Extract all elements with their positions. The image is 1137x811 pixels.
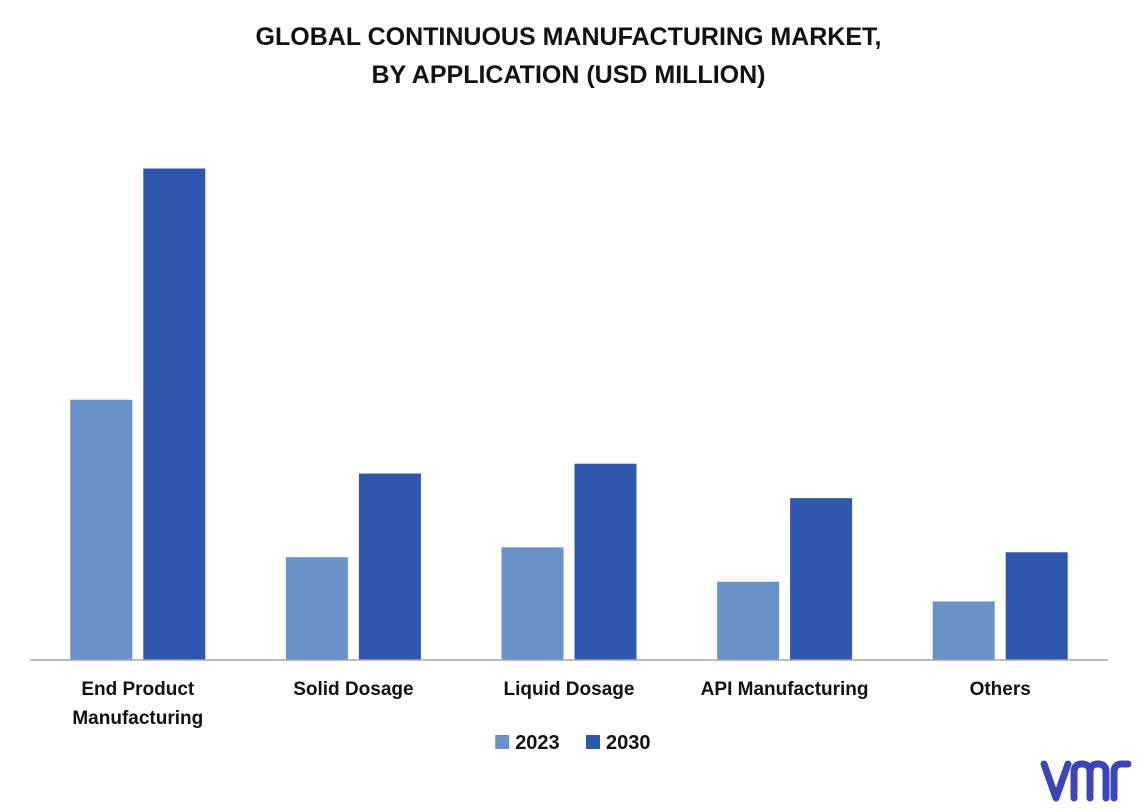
category-label-0-line-1: Manufacturing	[72, 708, 203, 729]
category-labels: End Product Manufacturing Solid Dosage Liqu…	[72, 679, 1030, 729]
legend: 2023 2030	[495, 732, 651, 754]
legend-label-2030: 2030	[606, 732, 651, 754]
bar-2030-3	[789, 497, 854, 661]
category-label-4-line-0: Others	[970, 679, 1031, 700]
bar-2030-2	[573, 462, 638, 661]
legend-swatch-2023	[495, 735, 510, 749]
category-label-1-line-0: Solid Dosage	[293, 679, 413, 700]
chart-title: GLOBAL CONTINUOUS MANUFACTURING MARKET, …	[0, 18, 1137, 94]
category-label-2-line-0: Liquid Dosage	[504, 679, 635, 700]
bar-2030-0	[142, 167, 207, 661]
chart-title-line-1: GLOBAL CONTINUOUS MANUFACTURING MARKET,	[255, 23, 882, 51]
brand-logo	[1040, 758, 1132, 809]
logo-mark	[1040, 760, 1132, 802]
category-label-3-line-0: API Manufacturing	[701, 679, 869, 700]
bar-2023-2	[500, 546, 565, 661]
bars-layer	[69, 167, 1069, 661]
legend-label-2023: 2023	[515, 732, 560, 754]
bar-2030-1	[357, 472, 422, 661]
bar-2023-4	[931, 600, 996, 661]
bar-2023-0	[69, 398, 134, 661]
bar-2023-1	[284, 556, 349, 661]
category-label-0-line-0: End Product	[81, 679, 195, 700]
chart-title-line-2: BY APPLICATION (USD MILLION)	[371, 61, 766, 89]
legend-swatch-2030	[586, 735, 600, 749]
bar-2023-3	[716, 580, 781, 661]
bar-2030-4	[1004, 551, 1069, 661]
